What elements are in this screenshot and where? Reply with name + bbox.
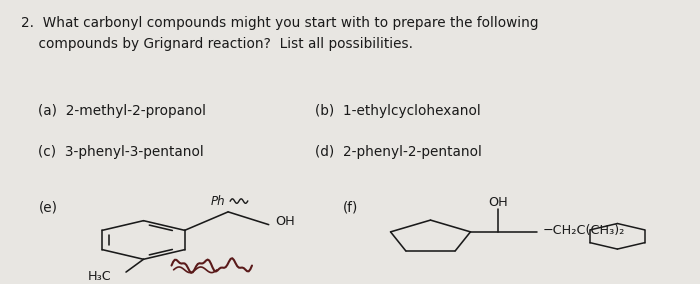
Text: compounds by Grignard reaction?  List all possibilities.: compounds by Grignard reaction? List all… (21, 37, 413, 51)
Text: (a)  2-methyl-2-propanol: (a) 2-methyl-2-propanol (38, 104, 206, 118)
Text: (c)  3-phenyl-3-pentanol: (c) 3-phenyl-3-pentanol (38, 145, 204, 159)
Text: (e): (e) (38, 200, 57, 214)
Text: OH: OH (276, 215, 295, 228)
Text: H₃C: H₃C (88, 270, 112, 283)
Text: −CH₂C(CH₃)₂: −CH₂C(CH₃)₂ (542, 224, 625, 237)
Text: (f): (f) (343, 200, 358, 214)
Text: (d)  2-phenyl-2-pentanol: (d) 2-phenyl-2-pentanol (315, 145, 482, 159)
Text: 2.  What carbonyl compounds might you start with to prepare the following: 2. What carbonyl compounds might you sta… (21, 16, 538, 30)
Text: (b)  1-ethylcyclohexanol: (b) 1-ethylcyclohexanol (315, 104, 481, 118)
Text: Ph: Ph (211, 195, 225, 208)
Text: OH: OH (489, 196, 508, 208)
